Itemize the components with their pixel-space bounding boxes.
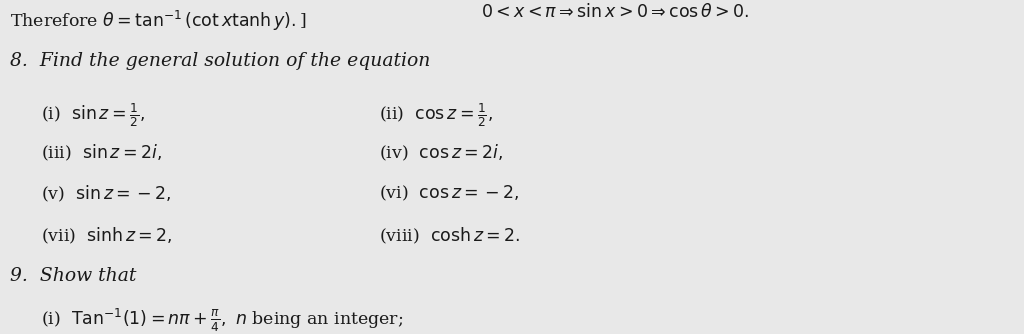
Text: (i)  $\mathrm{Tan}^{-1}(1) = n\pi + \frac{\pi}{4},$ $n$ being an integer;: (i) $\mathrm{Tan}^{-1}(1) = n\pi + \frac… [41,307,403,334]
Text: 9.  Show that: 9. Show that [10,267,136,285]
Text: (viii)  $\cosh z = 2.$: (viii) $\cosh z = 2.$ [379,225,520,246]
Text: (ii)  $\cos z = \frac{1}{2},$: (ii) $\cos z = \frac{1}{2},$ [379,101,493,129]
Text: (v)  $\sin z = -2,$: (v) $\sin z = -2,$ [41,184,172,204]
Text: Therefore $\theta = \tan^{-1}(\cot x \tanh y).$]: Therefore $\theta = \tan^{-1}(\cot x \ta… [10,9,307,33]
Text: (vi)  $\cos z = -2,$: (vi) $\cos z = -2,$ [379,184,519,203]
Text: (vii)  $\sinh z = 2,$: (vii) $\sinh z = 2,$ [41,225,172,246]
Text: $0 < x < \pi \Rightarrow \sin x > 0 \Rightarrow \cos\theta > 0.$: $0 < x < \pi \Rightarrow \sin x > 0 \Rig… [481,3,750,21]
Text: 8.  Find the general solution of the equation: 8. Find the general solution of the equa… [10,52,431,70]
Text: (iv)  $\cos z = 2i,$: (iv) $\cos z = 2i,$ [379,143,503,163]
Text: (iii)  $\sin z = 2i,$: (iii) $\sin z = 2i,$ [41,143,162,163]
Text: (i)  $\sin z = \frac{1}{2},$: (i) $\sin z = \frac{1}{2},$ [41,101,145,129]
